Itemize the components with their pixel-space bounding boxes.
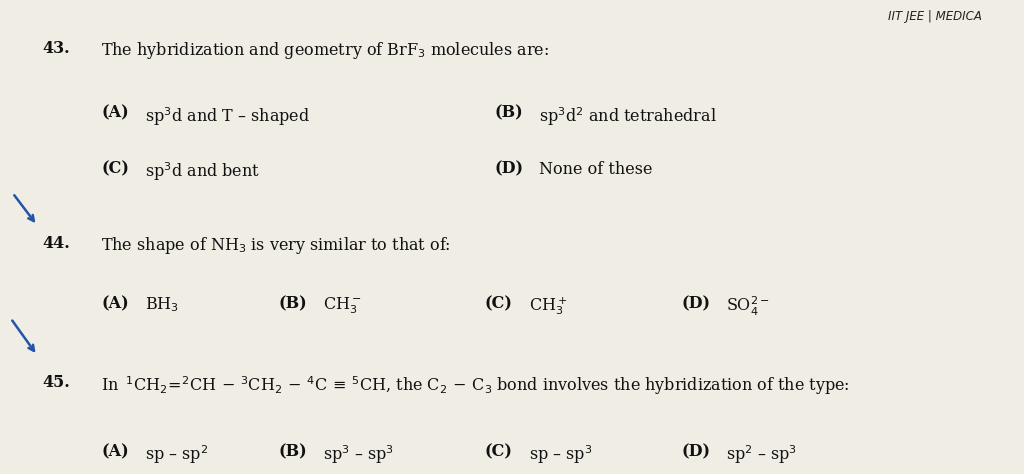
Text: (C): (C) xyxy=(485,444,513,461)
Text: sp$^2$ – sp$^3$: sp$^2$ – sp$^3$ xyxy=(726,444,797,466)
Text: (A): (A) xyxy=(101,444,129,461)
Text: CH$_3^+$: CH$_3^+$ xyxy=(529,295,568,317)
Text: (D): (D) xyxy=(682,444,711,461)
Text: sp – sp$^3$: sp – sp$^3$ xyxy=(529,444,593,466)
Text: BH$_3$: BH$_3$ xyxy=(145,295,179,314)
Text: sp$^3$d and T – shaped: sp$^3$d and T – shaped xyxy=(145,105,310,128)
Text: CH$_3^-$: CH$_3^-$ xyxy=(323,295,361,316)
Text: sp – sp$^2$: sp – sp$^2$ xyxy=(145,444,209,466)
Text: 43.: 43. xyxy=(42,40,70,57)
Text: The hybridization and geometry of BrF$_3$ molecules are:: The hybridization and geometry of BrF$_3… xyxy=(101,40,549,61)
Text: In $\,{}^{1}$CH$_2\!=\!{}^{2}$CH$\,-\,{}^{3}$CH$_2\,-\,{}^{4}$C$\,\equiv\,{}^{5}: In $\,{}^{1}$CH$_2\!=\!{}^{2}$CH$\,-\,{}… xyxy=(101,374,850,397)
Text: 44.: 44. xyxy=(42,235,70,252)
Text: (D): (D) xyxy=(682,295,711,312)
Text: None of these: None of these xyxy=(539,161,652,178)
Text: (A): (A) xyxy=(101,105,129,122)
Text: (B): (B) xyxy=(279,444,307,461)
Text: (C): (C) xyxy=(485,295,513,312)
Text: SO$_4^{2-}$: SO$_4^{2-}$ xyxy=(726,295,770,319)
Text: 45.: 45. xyxy=(42,374,70,391)
Text: sp$^3$ – sp$^3$: sp$^3$ – sp$^3$ xyxy=(323,444,393,466)
Text: (D): (D) xyxy=(495,161,524,178)
Text: sp$^3$d and bent: sp$^3$d and bent xyxy=(145,161,260,183)
Text: IIT JEE | MEDICA: IIT JEE | MEDICA xyxy=(888,10,982,23)
Text: The shape of NH$_3$ is very similar to that of:: The shape of NH$_3$ is very similar to t… xyxy=(101,235,451,256)
Text: sp$^3$d$^2$ and tetrahedral: sp$^3$d$^2$ and tetrahedral xyxy=(539,105,717,128)
Text: (B): (B) xyxy=(495,105,523,122)
Text: (A): (A) xyxy=(101,295,129,312)
Text: (B): (B) xyxy=(279,295,307,312)
Text: (C): (C) xyxy=(101,161,129,178)
